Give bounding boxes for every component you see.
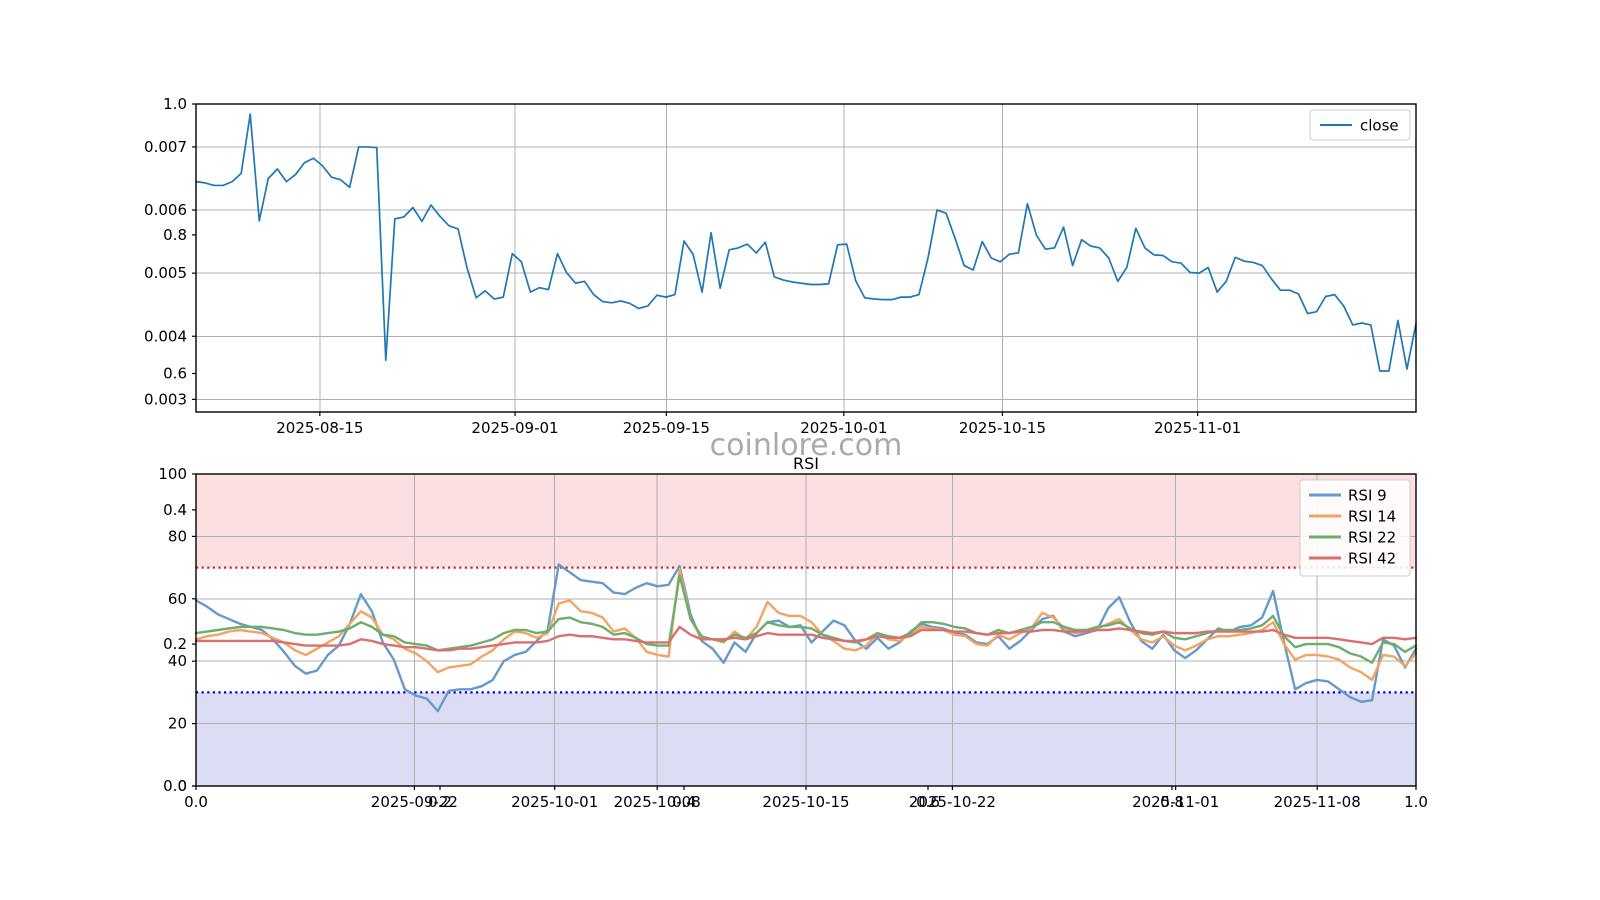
price-axes-frame: [195, 103, 1417, 413]
price-gridlines: [196, 146, 1416, 400]
rsi-x-tick-label: 2025-10-01: [511, 793, 598, 811]
price-x-tick-label: 2025-10-15: [959, 419, 1046, 437]
rsi-x-tick-label-overlay: 0.2: [428, 793, 452, 811]
rsi-x-tick-label: 2025-11-08: [1274, 793, 1361, 811]
rsi-y-tick-label: 60: [168, 590, 187, 608]
rsi-legend-label-rsi-14: RSI 14: [1348, 508, 1396, 526]
watermark-text: coinlore.com: [710, 428, 903, 463]
rsi-panel: 0 20 40 60 80 100 0.0 0.2 0.4 2025-09-22 2025-10…: [158, 465, 1428, 811]
rsi-x-tick-label: 2025-10-08: [614, 793, 701, 811]
rsi-x-tick-label-overlay: 0.6: [916, 793, 940, 811]
rsi-x-tick-label-overlay: 1.0: [1404, 793, 1428, 811]
price-legend-background: [1309, 109, 1411, 141]
price-x-tick-label: 2025-08-15: [276, 419, 363, 437]
rsi-x-tick-labels: 2025-09-22 2025-10-01 2025-10-08 2025-10-15…: [371, 786, 1361, 811]
rsi-x-tick-labels-overlay: 0.0 0.2 0.4 0.6 0.8 1.0: [184, 786, 1428, 811]
rsi-series-lines: [194, 563, 1418, 713]
price-plot-background: [196, 104, 1416, 412]
rsi-y-tick-labels: 0 20 40 60 80 100: [158, 465, 196, 795]
price-y-tick-label-overlay: 1.0: [163, 95, 187, 113]
rsi-x-tick-label: 2025-11-01: [1132, 793, 1219, 811]
rsi-x-tick-label-overlay: 0.8: [1160, 793, 1184, 811]
price-x-tick-label: 2025-10-01: [800, 419, 887, 437]
rsi-y-tick-label: 100: [158, 465, 187, 483]
rsi-y-tick-label-overlay: 0.4: [163, 501, 187, 519]
rsi-y-tick-labels-overlay: 0.0 0.2 0.4: [163, 501, 196, 795]
close-price-line: [195, 113, 1417, 372]
price-y-tick-label-overlay: 0.8: [163, 226, 187, 244]
price-legend-label-close: close: [1360, 117, 1399, 135]
price-legend[interactable]: close: [1309, 109, 1411, 141]
price-panel: 0.003 0.004 0.005 0.006 0.007 0.6 0.8 1.0 2025…: [144, 95, 1417, 437]
price-x-tick-labels: 2025-08-15 2025-09-01 2025-09-15 2025-10-01…: [276, 412, 1241, 437]
price-y-tick-label: 0.005: [144, 264, 187, 282]
price-y-tick-label-overlay: 0.6: [163, 365, 187, 383]
rsi-series-line-rsi-42: [194, 625, 1418, 652]
rsi-series-line-rsi-14: [194, 567, 1418, 682]
rsi-y-tick-label: 20: [168, 715, 187, 733]
rsi-y-tick-label-overlay: 0.2: [163, 635, 187, 653]
rsi-y-tick-label: 80: [168, 527, 187, 545]
price-x-tick-label: 2025-09-15: [623, 419, 710, 437]
rsi-legend-label-rsi-9: RSI 9: [1348, 487, 1387, 505]
rsi-legend-background: [1299, 479, 1411, 577]
price-x-gridlines: [319, 104, 1199, 412]
price-y-tick-label: 0.003: [144, 390, 187, 408]
rsi-y-tick-label: 40: [168, 652, 187, 670]
rsi-y-tick-label-overlay: 0.0: [163, 777, 187, 795]
rsi-x-tick-label-overlay: 0.0: [184, 793, 208, 811]
price-x-tick-label: 2025-11-01: [1154, 419, 1241, 437]
rsi-legend[interactable]: RSI 9 RSI 14 RSI 22 RSI 42: [1299, 479, 1411, 577]
price-x-tick-label: 2025-09-01: [471, 419, 558, 437]
price-y-tick-label: 0.006: [144, 201, 187, 219]
rsi-legend-label-rsi-42: RSI 42: [1348, 550, 1396, 568]
rsi-x-tick-label-overlay: 0.4: [672, 793, 696, 811]
price-y-tick-label: 0.004: [144, 327, 187, 345]
rsi-panel-title: RSI: [793, 454, 819, 473]
rsi-legend-label-rsi-22: RSI 22: [1348, 529, 1396, 547]
price-y-tick-labels-overlay: 0.6 0.8 1.0: [163, 95, 196, 383]
rsi-x-tick-label: 2025-10-22: [909, 793, 996, 811]
rsi-x-tick-label: 2025-10-15: [762, 793, 849, 811]
price-y-tick-labels: 0.003 0.004 0.005 0.006 0.007: [144, 138, 196, 408]
rsi-y-tick-label: 0: [177, 777, 187, 795]
rsi-x-tick-label: 2025-09-22: [371, 793, 458, 811]
price-y-tick-label: 0.007: [144, 138, 187, 156]
